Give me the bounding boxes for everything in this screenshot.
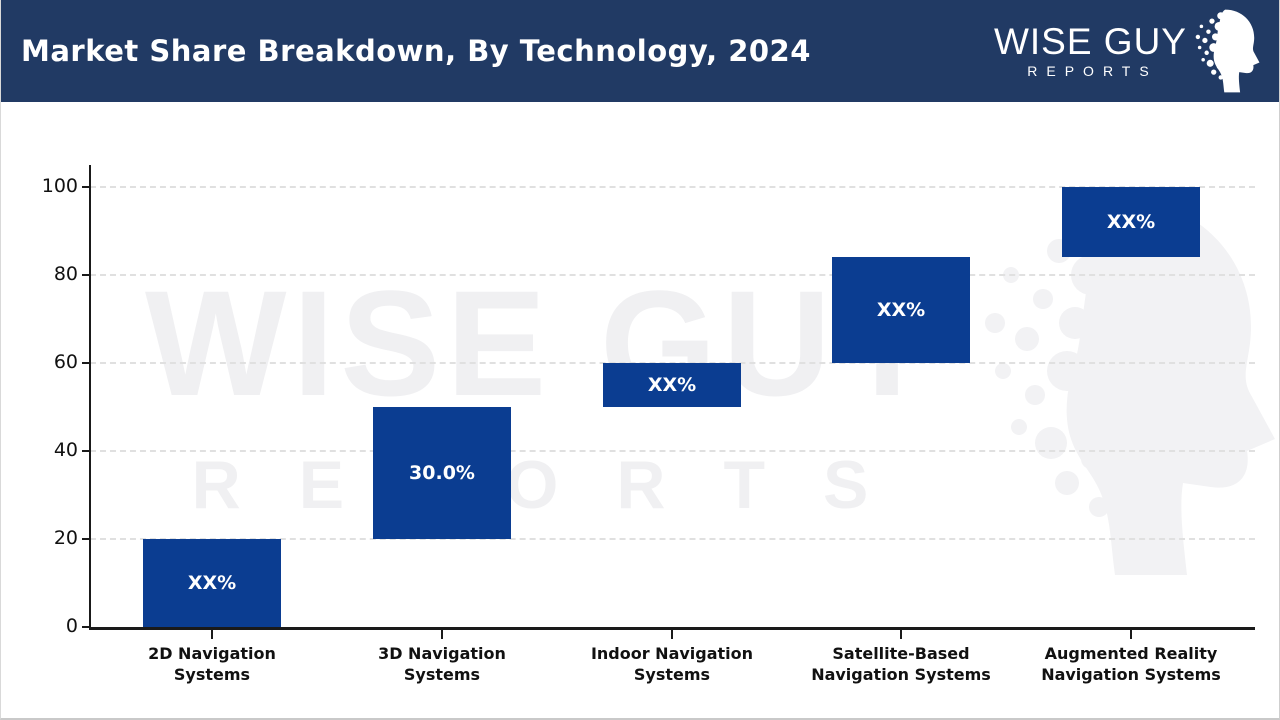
y-axis-label: 100 (41, 175, 78, 197)
x-axis-category-label: Satellite-Based Navigation Systems (776, 643, 1026, 685)
x-axis-category-line: Satellite-Based (832, 644, 970, 663)
waterfall-bar: XX% (832, 257, 970, 363)
y-axis-label: 80 (53, 263, 78, 285)
gridline-80 (90, 274, 1255, 276)
x-axis-category-label: Indoor Navigation Systems (547, 643, 797, 685)
x-axis-category-line: Navigation Systems (811, 665, 991, 684)
gridline-20 (90, 538, 1255, 540)
x-axis-tick (1130, 630, 1132, 639)
page-title: Market Share Breakdown, By Technology, 2… (21, 34, 811, 68)
logo-subtitle: REPORTS (1027, 63, 1158, 79)
waterfall-bar: XX% (1062, 187, 1200, 258)
y-axis-label: 20 (53, 527, 78, 549)
logo-wordmark: WISE GUY (993, 21, 1187, 62)
bar-value-label: XX% (187, 572, 237, 594)
bar-value-label: 30.0% (409, 462, 475, 484)
x-axis-category-line: Augmented Reality (1044, 644, 1218, 663)
wiseguy-head-icon (1195, 9, 1260, 93)
x-axis-line (89, 627, 1255, 630)
x-axis-category-line: 2D Navigation (148, 644, 276, 663)
x-axis-tick (441, 630, 443, 639)
wiseguy-logo-text: WISE GUY REPORTS (993, 21, 1187, 80)
x-axis-category-label: 3D Navigation Systems (317, 643, 567, 685)
x-axis-category-line: Systems (633, 665, 711, 684)
y-axis-tick (82, 538, 90, 540)
waterfall-bar: 30.0% (373, 407, 511, 539)
y-axis-label: 0 (65, 615, 78, 637)
waterfall-bar: XX% (143, 539, 281, 627)
x-axis-tick (900, 630, 902, 639)
x-axis-category-line: Indoor Navigation (590, 644, 754, 663)
chart-area: WISE GUY REPORTS 0 20 40 60 80 100 XX% 2D Navig… (1, 102, 1279, 718)
gridline-40 (90, 450, 1255, 452)
y-axis-tick (82, 362, 90, 364)
x-axis-category-line: Systems (403, 665, 481, 684)
watermark-subtitle: REPORTS (191, 447, 927, 523)
x-axis-tick (671, 630, 673, 639)
y-axis-tick (82, 626, 90, 628)
wiseguy-logo: WISE GUY REPORTS (994, 7, 1265, 95)
waterfall-bar: XX% (603, 363, 741, 407)
y-axis-label: 60 (53, 351, 78, 373)
gridline-100 (90, 186, 1255, 188)
x-axis-category-line: Systems (173, 665, 251, 684)
x-axis-category-line: Navigation Systems (1041, 665, 1221, 684)
bar-value-label: XX% (1106, 211, 1156, 234)
x-axis-category-label: 2D Navigation Systems (87, 643, 337, 685)
x-axis-tick (211, 630, 213, 639)
y-axis-line (89, 165, 91, 629)
header-bar: Market Share Breakdown, By Technology, 2… (1, 0, 1279, 102)
y-axis-label: 40 (53, 439, 78, 461)
y-axis-tick (82, 450, 90, 452)
bar-value-label: XX% (647, 374, 697, 396)
x-axis-category-line: 3D Navigation (378, 644, 506, 663)
y-axis-tick (82, 274, 90, 276)
x-axis-category-label: Augmented Reality Navigation Systems (1006, 643, 1256, 685)
y-axis-tick (82, 186, 90, 188)
bar-value-label: XX% (876, 299, 926, 322)
